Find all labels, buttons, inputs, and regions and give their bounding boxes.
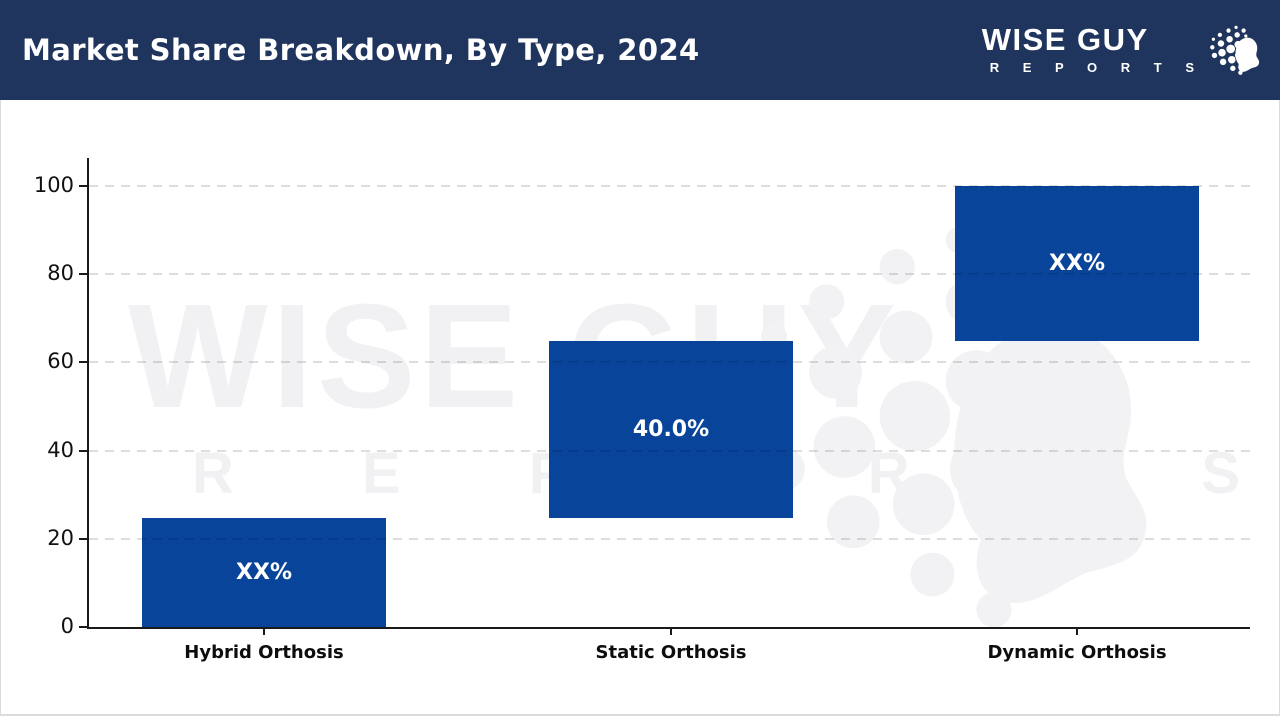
bar-static-orthosis: 40.0%: [549, 341, 793, 518]
brand-logo-text: WISE GUY R E P O R T S: [982, 24, 1204, 75]
gridline-80: [89, 273, 1250, 276]
gridline-100: [89, 185, 1250, 187]
gridline-20: [89, 537, 1250, 540]
header-bar: Market Share Breakdown, By Type, 2024 WI…: [0, 0, 1280, 100]
bottom-border-line: [0, 714, 1280, 716]
gridline-60: [89, 361, 1250, 364]
left-border-line: [0, 100, 1, 716]
y-tick-label-40: 40: [47, 437, 74, 462]
x-tick-0: [263, 629, 265, 635]
gridline-40: [89, 449, 1250, 452]
x-category-label: Static Orthosis: [595, 642, 747, 663]
y-tick-40: [79, 449, 87, 452]
x-category-label: Hybrid Orthosis: [184, 642, 344, 663]
x-tick-1: [670, 629, 672, 635]
x-category-label: Dynamic Orthosis: [987, 642, 1167, 663]
y-tick-0: [79, 626, 87, 628]
brand-logo: WISE GUY R E P O R T S: [982, 9, 1262, 91]
bar-dynamic-orthosis: XX%: [955, 186, 1199, 342]
x-tick-2: [1076, 629, 1078, 635]
bar-value-label: XX%: [1049, 251, 1105, 277]
page-title: Market Share Breakdown, By Type, 2024: [22, 33, 700, 67]
y-tick-100: [79, 185, 87, 187]
brand-logo-reports: R E P O R T S: [989, 59, 1204, 75]
y-tick-60: [79, 361, 87, 364]
y-axis-line: [87, 158, 89, 629]
waterfall-chart: 0 20 40 60 80 100 XX% Hybrid Orthosis 40.0% Stati…: [0, 100, 1280, 720]
brand-logo-wordmark: WISE GUY: [981, 22, 1149, 58]
y-tick-20: [79, 537, 87, 540]
x-axis-line: [87, 627, 1250, 629]
y-tick-label-100: 100: [33, 173, 74, 197]
y-tick-label-20: 20: [47, 525, 74, 550]
brand-head-dots-icon: [1210, 25, 1260, 75]
y-tick-80: [79, 273, 87, 276]
y-tick-label-60: 60: [47, 349, 74, 374]
bar-value-label: 40.0%: [632, 416, 710, 442]
bar-value-label: XX%: [236, 559, 292, 585]
y-tick-label-0: 0: [60, 614, 74, 638]
bar-hybrid-orthosis: XX%: [142, 517, 386, 627]
y-tick-label-80: 80: [47, 261, 74, 286]
